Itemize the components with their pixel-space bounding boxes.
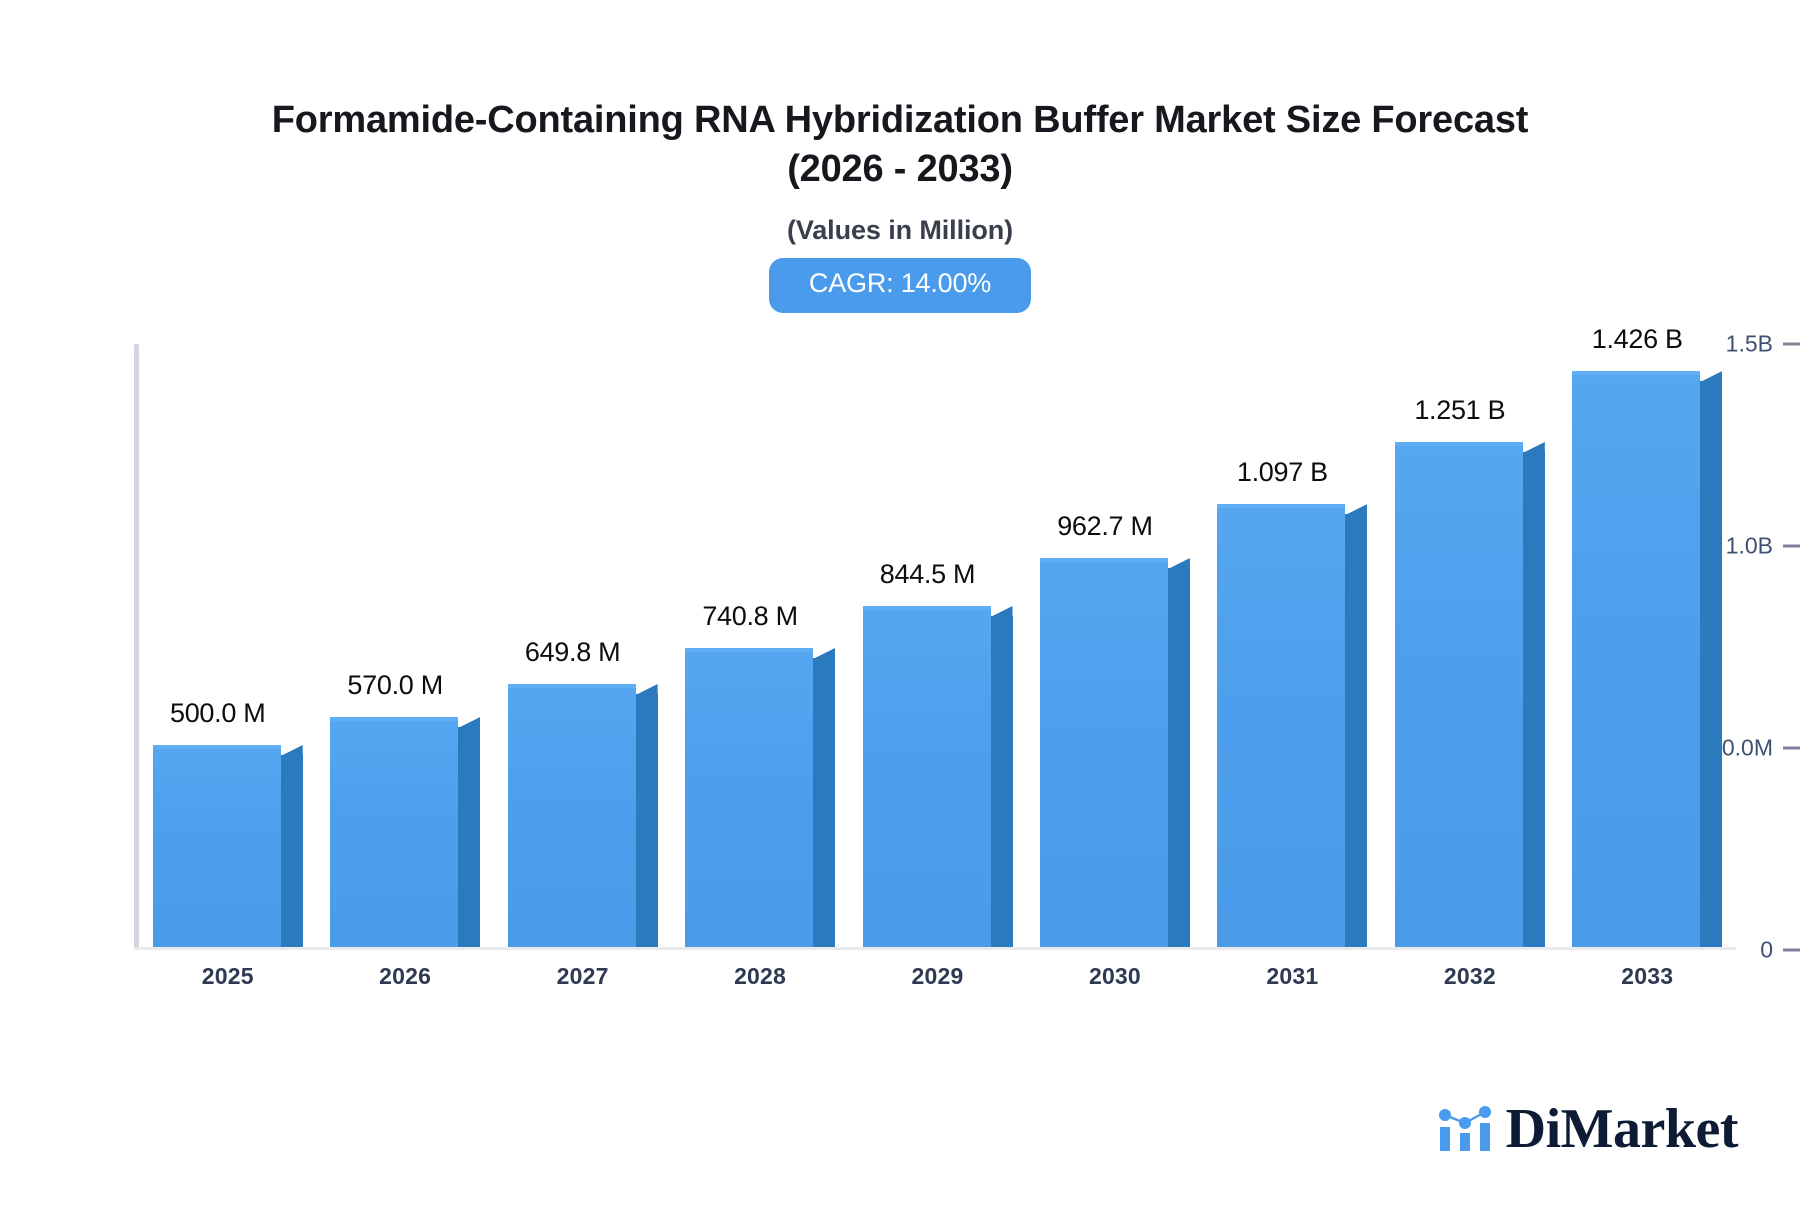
- bar-side-bevel: [1167, 558, 1190, 569]
- x-axis-baseline: [134, 947, 1736, 950]
- bar-column[interactable]: 1.097 B: [1217, 341, 1368, 947]
- x-axis-labels: 2025 2026 2027 2028 2029 2030 2031 2032 2033: [139, 963, 1736, 1003]
- x-axis-label: 2028: [734, 963, 787, 989]
- y-axis-tick-label: 1.5B: [1725, 330, 1773, 357]
- bar-top-face: [1039, 558, 1168, 562]
- bar-value-label: 844.5 M: [879, 559, 976, 589]
- bar-top-face: [1572, 371, 1701, 375]
- bar-side-face: [1167, 568, 1190, 947]
- bar-column[interactable]: 1.251 B: [1394, 341, 1545, 947]
- chart-header: Formamide-Containing RNA Hybridization B…: [0, 0, 1800, 313]
- bar-top-face: [1217, 504, 1346, 508]
- y-axis-spine: [134, 344, 139, 950]
- bar-value-label: 1.251 B: [1414, 395, 1506, 425]
- bar-side-face: [1700, 381, 1723, 947]
- bar-front-face: [1572, 371, 1701, 947]
- x-axis-label: 2029: [911, 963, 964, 989]
- bar-front-face: [862, 606, 991, 947]
- bar-side-bevel: [635, 684, 658, 695]
- bar-value-label: 649.8 M: [524, 637, 621, 667]
- bar-top-face: [152, 745, 281, 749]
- bar-top-face: [507, 684, 636, 688]
- bar-side-face: [458, 727, 481, 947]
- y-axis-tick-label: 0: [1760, 936, 1773, 963]
- page-title: Formamide-Containing RNA Hybridization B…: [271, 99, 1529, 190]
- bar-column[interactable]: 740.8 M: [685, 341, 836, 947]
- bar-chart-dots-icon: [1438, 1106, 1491, 1151]
- bar-side-face: [1522, 452, 1545, 947]
- chart-subtitle: (Values in Million): [786, 215, 1014, 246]
- bar-front-face: [1039, 558, 1168, 947]
- bar-column[interactable]: 500.0 M: [152, 341, 303, 947]
- bar[interactable]: [1039, 558, 1190, 947]
- bar-side-bevel: [458, 717, 481, 728]
- dimarket-logo: DiMarket: [1438, 1098, 1739, 1160]
- bar-front-face: [685, 648, 814, 947]
- bar-value-label: 1.097 B: [1236, 457, 1328, 487]
- bar-column[interactable]: 962.7 M: [1039, 341, 1190, 947]
- logo-text: DiMarket: [1505, 1098, 1739, 1160]
- bar-front-face: [1217, 504, 1346, 947]
- bar-front-face: [1394, 442, 1523, 947]
- bar[interactable]: [330, 717, 481, 947]
- bar-front-face: [152, 745, 281, 947]
- y-axis-tick: 1.0B: [1666, 533, 1800, 560]
- bar-side-face: [813, 658, 836, 947]
- y-axis-tick-dash: [1783, 948, 1800, 952]
- x-axis-label: 2027: [556, 963, 609, 989]
- x-axis-label: 2033: [1621, 963, 1674, 989]
- bar-series: 500.0 M 570.0 M 649.8 M 740.8 M 844.5 M 962.7…: [139, 324, 1736, 947]
- bar-top-face: [685, 648, 814, 652]
- chart-plot-area: 0 500.0M 1.0B 1.5B 500.0 M 570.0 M 649.8 M 740…: [0, 324, 1800, 963]
- bar[interactable]: [1394, 442, 1545, 947]
- bar[interactable]: [1572, 371, 1723, 947]
- bar-top-face: [1394, 442, 1523, 446]
- bar[interactable]: [862, 606, 1013, 947]
- x-axis-label: 2031: [1266, 963, 1319, 989]
- bar-column[interactable]: 1.426 B: [1572, 324, 1723, 947]
- bar-side-face: [1345, 514, 1368, 947]
- y-axis-tick: 1.5B: [1666, 331, 1800, 358]
- bar-side-bevel: [280, 745, 303, 756]
- bar-front-face: [507, 684, 636, 947]
- bar-side-face: [990, 616, 1013, 947]
- y-axis-tick: 0: [1666, 937, 1800, 964]
- cagr-badge-container: CAGR: 14.00%: [0, 258, 1800, 313]
- bar[interactable]: [507, 684, 658, 947]
- bar-side-bevel: [1700, 371, 1723, 382]
- bar-side-face: [280, 755, 303, 947]
- bar-side-bevel: [813, 648, 836, 659]
- bar-side-bevel: [990, 606, 1013, 617]
- y-axis-tick-dash: [1783, 746, 1800, 750]
- x-axis-label: 2032: [1443, 963, 1496, 989]
- bar[interactable]: [152, 745, 303, 947]
- y-axis-tick-dash: [1783, 544, 1800, 548]
- bar-column[interactable]: 649.8 M: [507, 341, 658, 947]
- bar-value-label: 962.7 M: [1057, 511, 1153, 541]
- bar[interactable]: [1217, 504, 1368, 947]
- y-axis-tick-dash: [1783, 342, 1800, 346]
- x-axis-label: 2025: [201, 963, 254, 989]
- bar-front-face: [330, 717, 459, 947]
- bar-value-label: 740.8 M: [702, 601, 798, 631]
- bar[interactable]: [685, 648, 836, 947]
- bar-side-face: [635, 694, 658, 947]
- cagr-badge: CAGR: 14.00%: [768, 258, 1032, 313]
- y-axis-tick-label: 1.0B: [1725, 532, 1773, 559]
- bar-value-label: 500.0 M: [169, 698, 266, 728]
- bar-top-face: [862, 606, 991, 610]
- bar-value-label: 570.0 M: [347, 670, 443, 700]
- bar-side-bevel: [1522, 442, 1545, 453]
- bar-value-label: 1.426 B: [1591, 324, 1683, 354]
- bar-top-face: [330, 717, 459, 721]
- bar-column[interactable]: 844.5 M: [862, 341, 1013, 947]
- x-axis-label: 2026: [379, 963, 432, 989]
- bar-column[interactable]: 570.0 M: [330, 341, 481, 947]
- x-axis-label: 2030: [1088, 963, 1141, 989]
- bar-side-bevel: [1345, 504, 1368, 515]
